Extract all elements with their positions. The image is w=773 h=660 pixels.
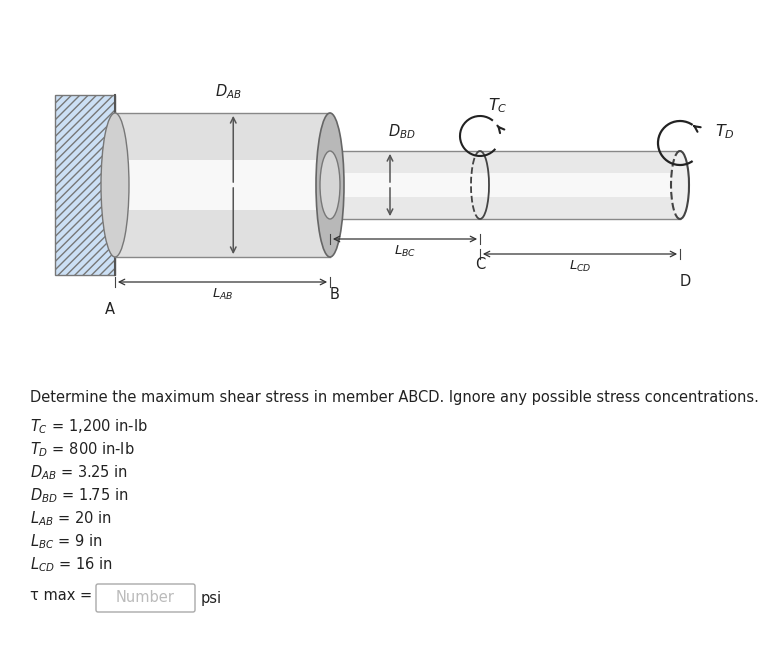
Text: $T_{C}$ = 1,200 in-lb: $T_{C}$ = 1,200 in-lb [30, 417, 148, 436]
Ellipse shape [316, 113, 344, 257]
Text: $D_{AB}$: $D_{AB}$ [215, 82, 242, 101]
Text: $T_{D}$ = 800 in-lb: $T_{D}$ = 800 in-lb [30, 440, 135, 459]
Text: $T_C$: $T_C$ [489, 96, 508, 115]
Text: A: A [105, 302, 115, 317]
Bar [115, 160, 330, 210]
Ellipse shape [101, 113, 129, 257]
Text: $L_{CD}$ = 16 in: $L_{CD}$ = 16 in [30, 555, 113, 574]
Text: B: B [330, 287, 340, 302]
Bar [330, 151, 680, 219]
Text: τ max =: τ max = [30, 588, 97, 603]
Text: $T_D$: $T_D$ [715, 122, 735, 141]
Ellipse shape [671, 151, 689, 219]
Bar [115, 113, 330, 257]
Text: $D_{BD}$ = 1.75 in: $D_{BD}$ = 1.75 in [30, 486, 128, 505]
Text: $L_{BC}$: $L_{BC}$ [394, 244, 416, 259]
Text: $L_{AB}$ = 20 in: $L_{AB}$ = 20 in [30, 509, 111, 528]
Text: $L_{CD}$: $L_{CD}$ [569, 259, 591, 274]
Text: D: D [679, 274, 690, 289]
Text: Determine the maximum shear stress in member ABCD. Ignore any possible stress co: Determine the maximum shear stress in me… [30, 390, 759, 405]
Text: $L_{AB}$: $L_{AB}$ [212, 287, 233, 302]
Ellipse shape [320, 151, 340, 219]
Text: $D_{BD}$: $D_{BD}$ [388, 122, 416, 141]
Text: psi: psi [201, 591, 222, 605]
Bar [330, 173, 680, 197]
Text: Number: Number [116, 591, 175, 605]
Text: $D_{AB}$ = 3.25 in: $D_{AB}$ = 3.25 in [30, 463, 128, 482]
Text: C: C [475, 257, 485, 272]
Text: $L_{BC}$ = 9 in: $L_{BC}$ = 9 in [30, 532, 103, 550]
Bar [55, 95, 115, 275]
FancyBboxPatch shape [96, 584, 195, 612]
